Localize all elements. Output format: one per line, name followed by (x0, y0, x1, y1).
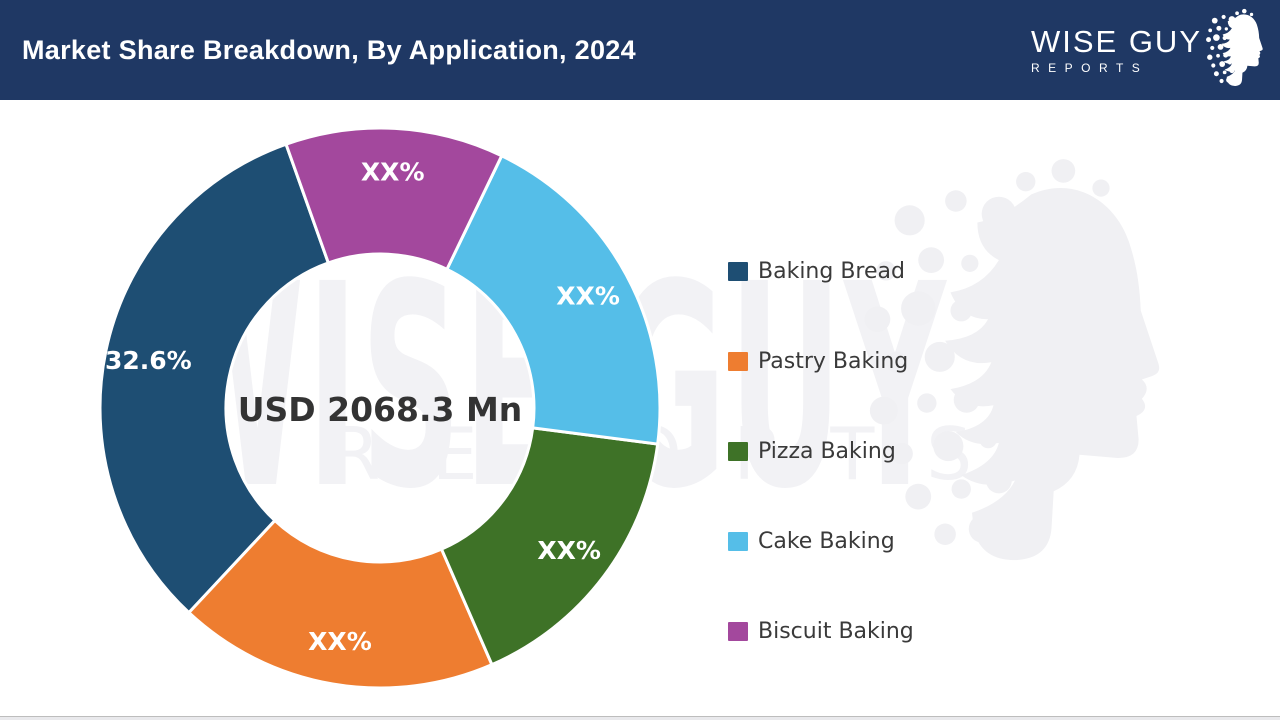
logo-line1: WISE GUY (1030, 23, 1202, 59)
legend-swatch-pizza-baking (728, 441, 748, 461)
legend-swatch-pastry-baking (728, 351, 748, 371)
logo-line2: REPORTS (1030, 60, 1149, 75)
legend-item-pastry-baking: Pastry Baking (728, 348, 914, 374)
legend-label: Pastry Baking (758, 348, 909, 374)
legend-item-pizza-baking: Pizza Baking (728, 438, 914, 464)
donut-segment-pastry-baking (186, 518, 494, 690)
segment-value-label: XX% (556, 281, 620, 310)
legend-swatch-baking-bread (728, 261, 748, 281)
legend-label: Biscuit Baking (758, 618, 914, 644)
logo-wordmark: WISE GUY REPORTS (1031, 26, 1202, 75)
legend-label: Baking Bread (758, 258, 905, 284)
legend-swatch-cake-baking (728, 531, 748, 551)
donut-segment-cake-baking (444, 153, 662, 446)
legend: Baking Bread Pastry Baking Pizza Baking … (728, 258, 914, 644)
legend-item-baking-bread: Baking Bread (728, 258, 914, 284)
donut-center-value: USD 2068.3 Mn (237, 390, 523, 429)
segment-value-label: XX% (308, 627, 372, 656)
page-title: Market Share Breakdown, By Application, … (22, 34, 636, 65)
legend-item-cake-baking: Cake Baking (728, 528, 914, 554)
header: Market Share Breakdown, By Application, … (0, 0, 1280, 100)
segment-value-label: XX% (361, 158, 425, 187)
bottom-strip (0, 716, 1280, 720)
legend-item-biscuit-baking: Biscuit Baking (728, 618, 914, 644)
legend-swatch-biscuit-baking (728, 621, 748, 641)
legend-label: Cake Baking (758, 528, 895, 554)
donut-segment-pizza-baking (439, 426, 660, 667)
segment-value-label: 32.6% (105, 346, 192, 375)
donut-segment-baking-bread (98, 142, 331, 615)
donut-segment-biscuit-baking (284, 126, 504, 272)
segment-value-label: XX% (537, 536, 601, 565)
wiseguy-logo: WISE GUY REPORTS (1031, 8, 1266, 92)
legend-label: Pizza Baking (758, 438, 896, 464)
logo-face-icon (1206, 8, 1263, 86)
